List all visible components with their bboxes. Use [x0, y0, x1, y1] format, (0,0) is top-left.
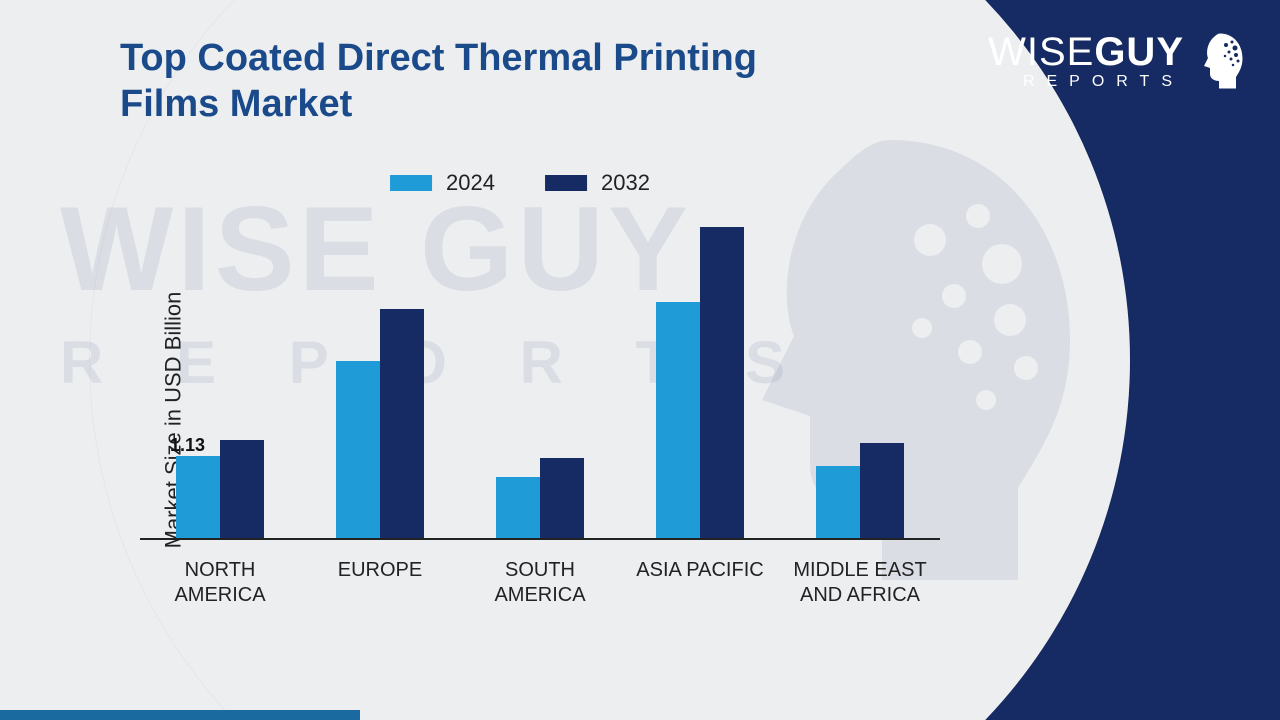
legend-swatch — [545, 175, 587, 191]
legend-label: 2024 — [446, 170, 495, 196]
x-tick-label: SOUTH AMERICA — [460, 550, 620, 670]
x-tick-label: MIDDLE EAST AND AFRICA — [780, 550, 940, 670]
legend: 2024 2032 — [390, 170, 650, 196]
bar-group — [460, 220, 620, 540]
bar — [860, 443, 904, 540]
bar — [496, 477, 540, 540]
bar-group — [620, 220, 780, 540]
bar — [540, 458, 584, 540]
bar: 1.13 — [176, 456, 220, 540]
bar-value-label: 1.13 — [170, 435, 205, 456]
legend-item-2032: 2032 — [545, 170, 650, 196]
chart-area: Market Size in USD Billion 2024 2032 1.1… — [100, 170, 940, 670]
bar — [220, 440, 264, 540]
bar-groups: 1.13 — [140, 220, 940, 540]
bar-group: 1.13 — [140, 220, 300, 540]
logo-line2: REPORTS — [988, 73, 1184, 91]
x-tick-label: ASIA PACIFIC — [620, 550, 780, 670]
logo-line1: WISEGUY — [988, 30, 1184, 75]
bar-group — [300, 220, 460, 540]
x-tick-label: NORTH AMERICA — [140, 550, 300, 670]
footer-accent-bar — [0, 710, 360, 720]
chart-card: WISE GUY R E P O R T S WISEGUY REPORTS — [0, 0, 1280, 720]
legend-swatch — [390, 175, 432, 191]
x-axis-labels: NORTH AMERICAEUROPESOUTH AMERICAASIA PAC… — [140, 550, 940, 670]
brand-logo: WISEGUY REPORTS — [988, 30, 1250, 91]
legend-label: 2032 — [601, 170, 650, 196]
x-axis-line — [140, 538, 940, 540]
x-tick-label: EUROPE — [300, 550, 460, 670]
chart-title: Top Coated Direct Thermal Printing Films… — [120, 36, 760, 127]
plot-region: 1.13 — [140, 220, 940, 540]
bar — [336, 361, 380, 540]
bar — [816, 466, 860, 540]
logo-word-2: GUY — [1094, 30, 1184, 74]
bar-group — [780, 220, 940, 540]
legend-item-2024: 2024 — [390, 170, 495, 196]
head-icon — [1190, 31, 1250, 91]
bar — [380, 309, 424, 540]
bar — [656, 302, 700, 540]
logo-word-1: WISE — [988, 30, 1094, 74]
bar — [700, 227, 744, 540]
